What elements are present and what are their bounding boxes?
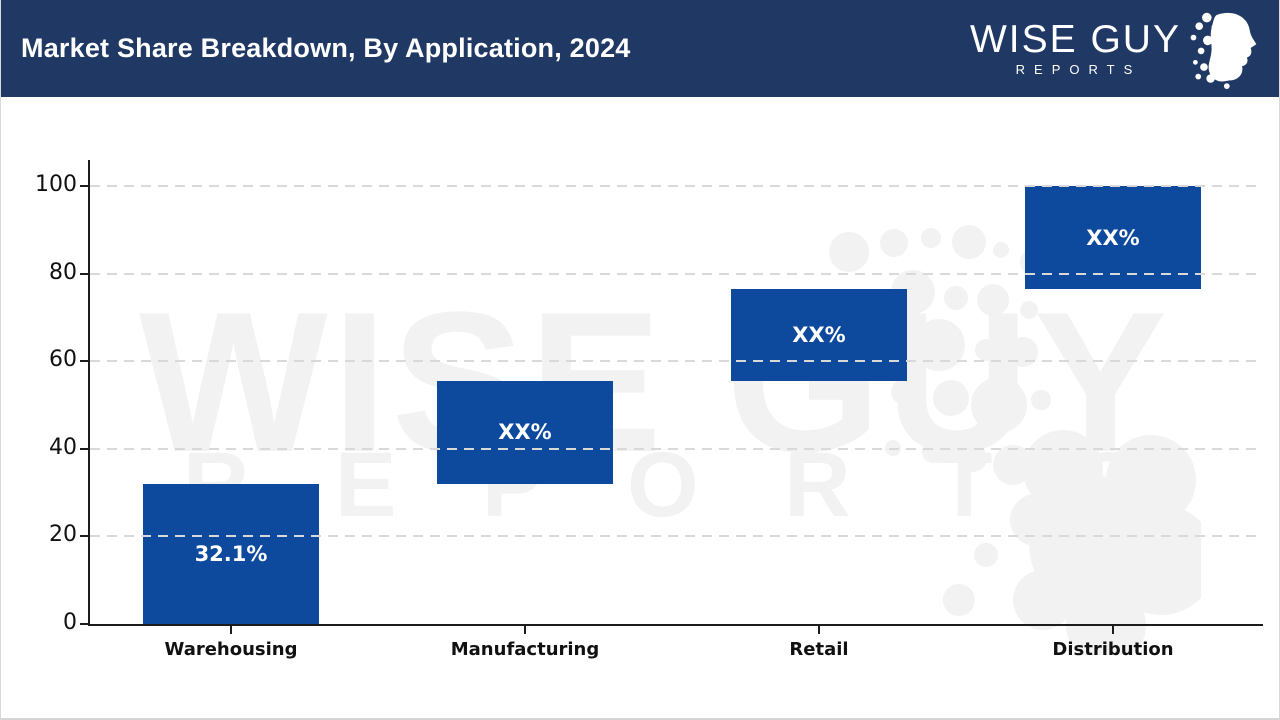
bar-value-label: 32.1% bbox=[194, 541, 268, 566]
gridline bbox=[90, 272, 1263, 275]
y-tick-label: 40 bbox=[49, 434, 77, 460]
logo-text: WISE GUY REPORTS bbox=[970, 20, 1181, 77]
x-tick-label-manufacturing: Manufacturing bbox=[450, 639, 600, 660]
y-tick bbox=[80, 447, 88, 450]
bar-value-label: XX% bbox=[1086, 225, 1140, 250]
y-tick bbox=[80, 185, 88, 188]
x-tick-label-distribution: Distribution bbox=[1052, 639, 1174, 660]
logo-face-icon bbox=[1190, 12, 1257, 89]
bar-warehousing: 32.1% bbox=[143, 483, 319, 624]
gridline bbox=[90, 185, 1263, 188]
x-tick bbox=[524, 626, 526, 634]
logo-wordmark: WISE GUY bbox=[969, 18, 1181, 61]
gridline bbox=[90, 535, 1263, 538]
logo-subtitle: REPORTS bbox=[1015, 62, 1142, 77]
chart-title: Market Share Breakdown, By Application, … bbox=[21, 33, 631, 63]
gridline bbox=[90, 360, 1263, 363]
y-tick-label: 80 bbox=[49, 259, 77, 285]
gridline bbox=[90, 447, 1263, 450]
bar-distribution: XX% bbox=[1025, 186, 1201, 290]
header-bar: Market Share Breakdown, By Application, … bbox=[1, 0, 1279, 97]
x-tick bbox=[818, 626, 820, 634]
watermark-face-pattern bbox=[829, 225, 1201, 655]
wise-guy-logo: WISE GUY REPORTS bbox=[970, 9, 1259, 89]
bar-value-label: XX% bbox=[792, 323, 846, 348]
y-tick bbox=[80, 360, 88, 363]
bar-value-label: XX% bbox=[498, 420, 552, 445]
y-tick-label: 60 bbox=[49, 347, 77, 373]
y-tick-label: 20 bbox=[49, 522, 77, 548]
x-axis-line bbox=[88, 624, 1263, 626]
chart-area: WISE GUY R E P O R T S 0 20 40 60 80 100 32.1%… bbox=[1, 97, 1279, 718]
x-tick bbox=[1112, 626, 1114, 634]
y-tick bbox=[80, 272, 88, 275]
bar-manufacturing: XX% bbox=[437, 381, 613, 484]
bar-retail: XX% bbox=[731, 289, 907, 382]
x-tick-label-retail: Retail bbox=[789, 639, 849, 660]
y-tick-label: 0 bbox=[63, 610, 77, 635]
y-tick bbox=[80, 623, 88, 625]
y-axis-line bbox=[88, 160, 90, 626]
x-tick-label-warehousing: Warehousing bbox=[164, 639, 298, 660]
y-tick-label: 100 bbox=[35, 172, 77, 198]
x-tick bbox=[230, 626, 232, 634]
y-tick bbox=[80, 535, 88, 538]
